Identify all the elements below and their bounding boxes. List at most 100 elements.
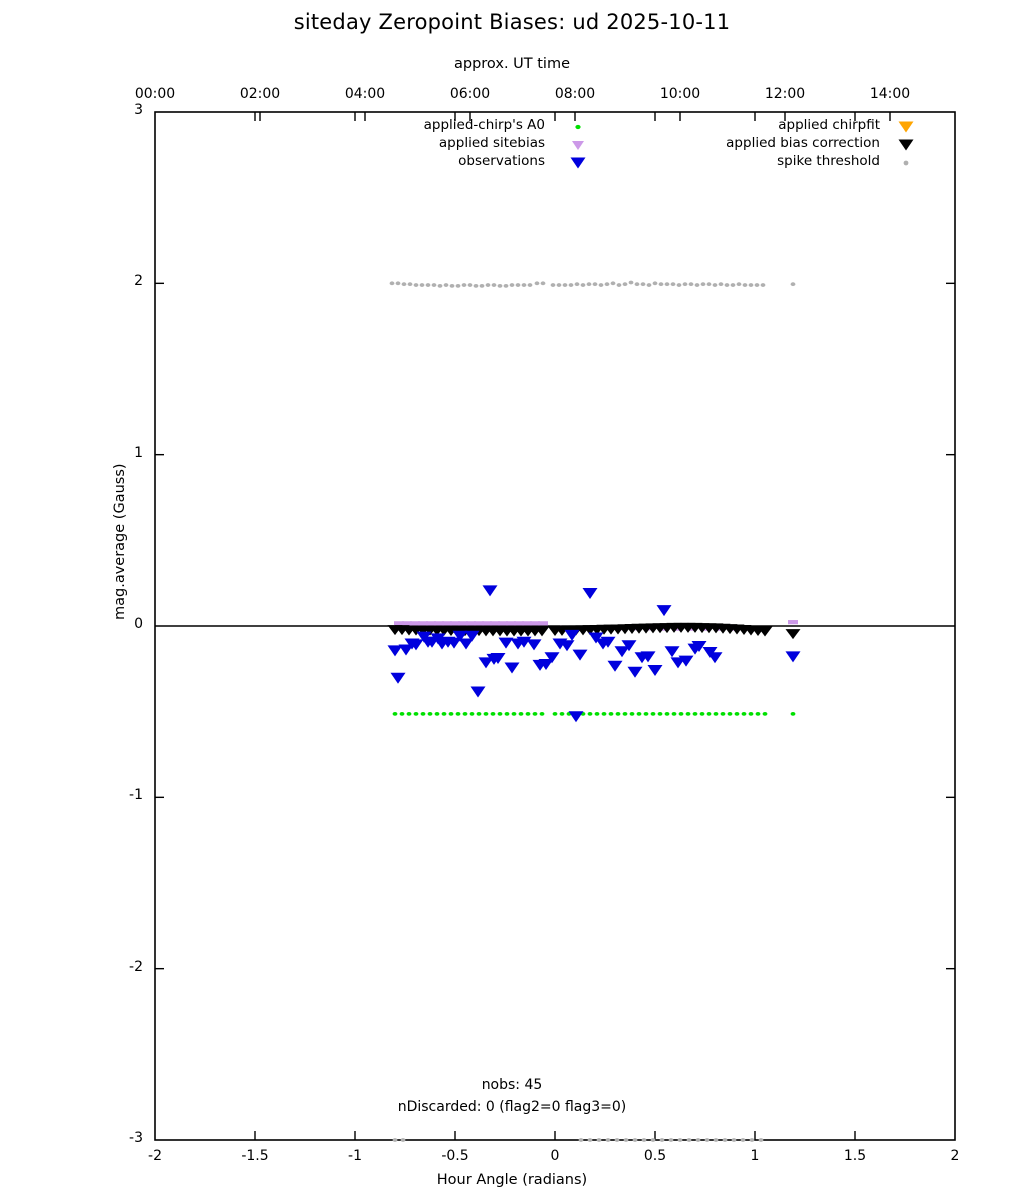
- point-spike-threshold-low: [731, 1138, 737, 1142]
- point-applied-sitebias: [498, 621, 508, 626]
- y-tick-label: 3: [134, 102, 143, 118]
- point-spike-threshold: [419, 283, 425, 287]
- nobs-annotation: nobs: 45: [481, 1077, 543, 1093]
- point-observations: [600, 636, 616, 648]
- point-applied-sitebias: [434, 621, 444, 626]
- point-applied-chirp-s-a0: [706, 711, 712, 716]
- point-spike-threshold-low: [400, 1138, 406, 1142]
- point-observations: [387, 645, 403, 657]
- point-applied-chirp-s-a0: [615, 711, 621, 716]
- point-applied-chirp-s-a0: [490, 711, 496, 716]
- point-spike-threshold: [676, 283, 682, 287]
- y-tick-label: 2: [134, 273, 143, 290]
- point-spike-threshold: [509, 283, 515, 287]
- page-title: siteday Zeropoint Biases: ud 2025-10-11: [293, 10, 731, 34]
- point-observations: [452, 630, 468, 642]
- point-observations: [538, 659, 554, 671]
- point-spike-threshold: [473, 284, 479, 288]
- point-spike-threshold: [664, 282, 670, 287]
- point-applied-sitebias: [788, 620, 798, 625]
- point-spike-threshold: [389, 281, 395, 286]
- point-spike-threshold: [622, 282, 628, 287]
- point-applied-chirp-s-a0: [406, 711, 412, 716]
- legend-label-observations: observations: [458, 153, 545, 169]
- point-spike-threshold: [700, 282, 706, 287]
- point-observations: [614, 646, 630, 658]
- point-spike-threshold: [712, 283, 718, 287]
- y-tick-label: -1: [129, 787, 143, 804]
- point-spike-threshold: [521, 283, 527, 287]
- point-spike-threshold-low: [605, 1138, 611, 1142]
- point-observations: [568, 711, 584, 723]
- legend-label-applied-bias-correction: applied bias correction: [726, 135, 880, 151]
- point-spike-threshold: [604, 282, 610, 287]
- point-applied-sitebias: [426, 621, 436, 626]
- point-applied-chirp-s-a0: [790, 711, 796, 716]
- point-applied-chirp-s-a0: [497, 711, 503, 716]
- point-observations: [544, 652, 560, 664]
- point-applied-chirp-s-a0: [455, 711, 461, 716]
- point-spike-threshold: [550, 283, 556, 287]
- point-applied-sitebias: [410, 621, 420, 626]
- point-applied-sitebias: [394, 621, 404, 626]
- point-spike-threshold-low: [641, 1138, 647, 1142]
- x-tick-label: 2: [950, 1148, 960, 1164]
- point-spike-threshold: [682, 282, 688, 287]
- point-spike-threshold: [634, 282, 640, 287]
- point-applied-chirp-s-a0: [462, 711, 468, 716]
- point-applied-chirp-s-a0: [587, 711, 593, 716]
- point-applied-chirp-s-a0: [559, 711, 565, 716]
- point-applied-chirp-s-a0: [657, 711, 663, 716]
- point-spike-threshold: [431, 283, 437, 287]
- point-spike-threshold: [395, 281, 401, 286]
- point-spike-threshold: [694, 283, 700, 287]
- point-observations: [446, 637, 462, 649]
- point-observations: [464, 630, 480, 642]
- point-spike-threshold: [443, 283, 449, 287]
- point-spike-threshold: [556, 283, 562, 287]
- point-spike-threshold: [628, 280, 634, 285]
- legend-label-applied-chirp-s-a0: applied-chirp's A0: [423, 117, 545, 133]
- point-applied-chirp-s-a0: [713, 711, 719, 716]
- point-observations: [564, 629, 580, 641]
- point-applied-chirp-s-a0: [650, 711, 656, 716]
- ut-tick-label: 02:00: [239, 86, 281, 102]
- point-spike-threshold: [598, 283, 604, 287]
- point-observations: [390, 672, 406, 684]
- point-observations: [526, 639, 542, 651]
- ut-tick-label: 12:00: [764, 86, 806, 102]
- point-applied-chirp-s-a0: [762, 711, 768, 716]
- point-applied-chirp-s-a0: [469, 711, 475, 716]
- point-observations: [458, 638, 474, 650]
- point-spike-threshold: [534, 281, 540, 286]
- point-applied-bias-correction: [785, 629, 801, 640]
- point-spike-threshold-low: [686, 1138, 692, 1142]
- ut-tick-label: 04:00: [344, 86, 386, 102]
- point-spike-threshold: [407, 282, 413, 287]
- point-spike-threshold: [646, 283, 652, 287]
- point-spike-threshold: [540, 281, 546, 286]
- point-spike-threshold: [562, 283, 568, 287]
- point-applied-bias-correction: [757, 626, 773, 637]
- point-spike-threshold: [449, 284, 455, 288]
- y-tick-label: -3: [129, 1130, 143, 1146]
- point-applied-chirp-s-a0: [525, 711, 531, 716]
- point-applied-chirp-s-a0: [441, 711, 447, 716]
- point-applied-chirp-s-a0: [755, 711, 761, 716]
- x-tick-label: -0.5: [441, 1148, 469, 1164]
- y-tick-label: 0: [134, 616, 143, 632]
- point-spike-threshold: [491, 283, 497, 287]
- point-spike-threshold: [748, 283, 754, 287]
- x-tick-label: -2: [148, 1148, 162, 1164]
- point-spike-threshold-low: [596, 1138, 602, 1142]
- point-observations: [498, 637, 514, 649]
- point-spike-threshold: [467, 283, 473, 287]
- point-observations: [572, 649, 588, 661]
- point-applied-chirp-s-a0: [678, 711, 684, 716]
- ut-tick-label: 10:00: [659, 86, 701, 102]
- point-spike-threshold-low: [677, 1138, 683, 1142]
- point-spike-threshold: [574, 282, 580, 287]
- point-spike-threshold: [586, 282, 592, 287]
